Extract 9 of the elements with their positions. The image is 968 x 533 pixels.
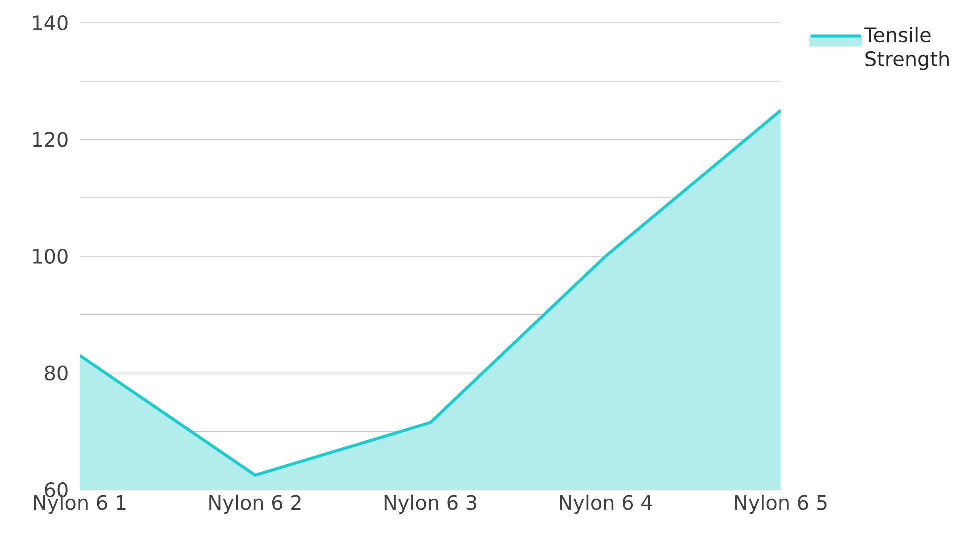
legend-label: Tensile Strength: [864, 27, 949, 70]
x-tick-label: Nylon 6 3: [384, 494, 476, 514]
y-tick-label: 120: [33, 132, 68, 148]
y-tick-label: 80: [45, 366, 68, 381]
x-tick-label: Nylon 6 2: [210, 494, 301, 514]
x-tick-label: Nylon 6 5: [735, 494, 827, 514]
x-tick-label: Nylon 6 4: [560, 494, 652, 514]
y-tick-label: 140: [33, 15, 68, 31]
y-tick-label: 100: [33, 248, 68, 264]
